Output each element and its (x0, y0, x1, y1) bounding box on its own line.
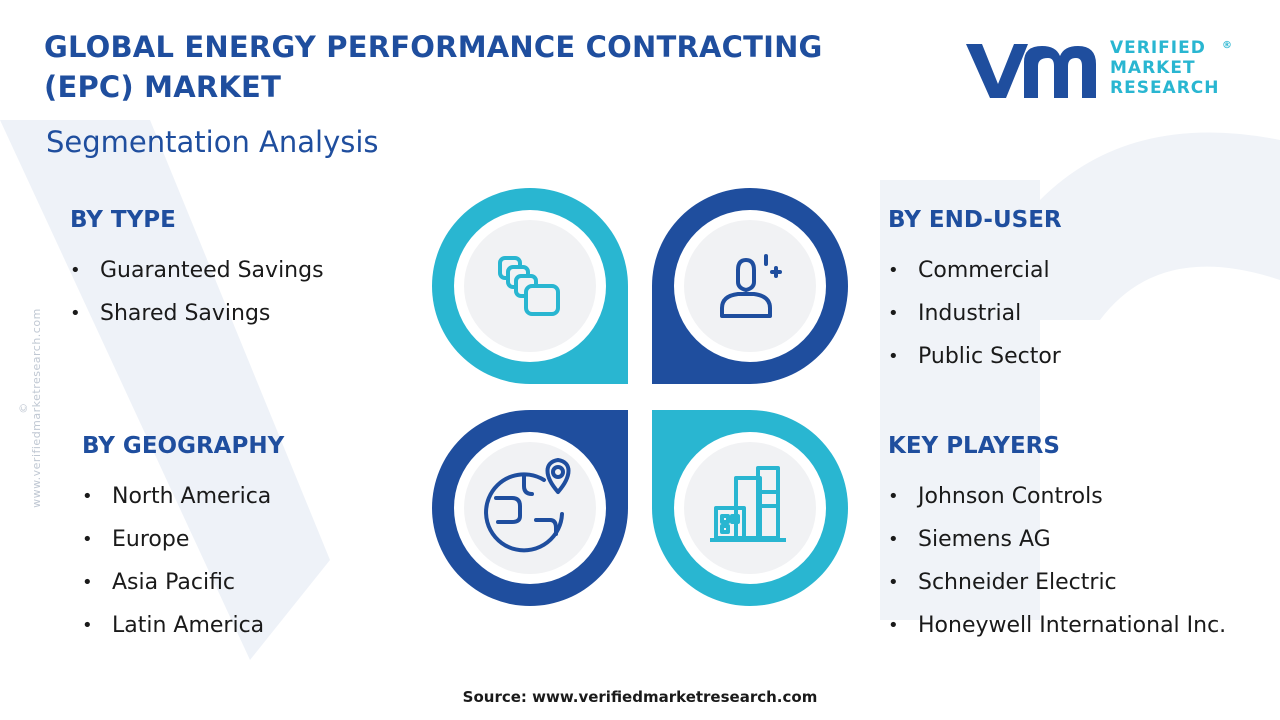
page-title: GLOBAL ENERGY PERFORMANCE CONTRACTING (E… (44, 27, 823, 107)
bullet-icon: • (70, 303, 81, 324)
list-item-label: Commercial (918, 258, 1050, 283)
list-item: • Schneider Electric (888, 561, 1226, 604)
segmentation-diagram (432, 188, 848, 606)
bullet-icon: • (888, 529, 899, 550)
stacked-cards-icon (498, 256, 560, 316)
side-watermark-text: © www.verifiedmarketresearch.com (17, 308, 43, 508)
list-item-label: North America (112, 484, 272, 509)
list-item: • Commercial (888, 249, 1062, 292)
title-line-1: GLOBAL ENERGY PERFORMANCE CONTRACTING (44, 30, 823, 64)
list-item: • Public Sector (888, 335, 1062, 378)
list-item: • Johnson Controls (888, 475, 1226, 518)
bullet-icon: • (82, 529, 93, 550)
list-item: • Europe (82, 518, 284, 561)
bullet-icon: • (82, 615, 93, 636)
list-item-label: Schneider Electric (918, 570, 1117, 595)
segment-by-type: BY TYPE • Guaranteed Savings • Shared Savi… (70, 205, 324, 335)
page-subtitle: Segmentation Analysis (46, 125, 379, 159)
bullet-icon: • (888, 615, 899, 636)
list-item-label: Guaranteed Savings (100, 258, 324, 283)
segment-key-players: KEY PLAYERS • Johnson Controls • Siemens A… (888, 431, 1226, 647)
list-item-label: Honeywell International Inc. (918, 613, 1227, 638)
title-line-2: (EPC) MARKET (44, 70, 282, 104)
bullet-icon: • (888, 260, 899, 281)
petal-geography (432, 410, 628, 606)
bullet-icon: • (82, 486, 93, 507)
buildings-icon (710, 466, 786, 542)
bullet-icon: • (888, 346, 899, 367)
list-item: • Asia Pacific (82, 561, 284, 604)
user-icon (720, 254, 782, 318)
bullet-icon: • (888, 303, 899, 324)
list-item: • Guaranteed Savings (70, 249, 324, 292)
segment-heading: BY TYPE (70, 207, 176, 233)
list-item: • North America (82, 475, 284, 518)
logo-line-2: MARKET (1110, 58, 1196, 78)
list-item-label: Shared Savings (100, 301, 271, 326)
registered-mark: ® (1222, 40, 1233, 51)
logo-text: VERIFIED MARKET RESEARCH ® (1110, 38, 1232, 98)
petal-players (652, 410, 848, 606)
petal-end-user (652, 188, 848, 384)
list-item: • Shared Savings (70, 292, 324, 335)
segment-by-geography: BY GEOGRAPHY • North America • Europe • Asi… (82, 431, 284, 647)
logo-line-3: RESEARCH (1110, 78, 1220, 98)
segment-list: • Commercial • Industrial • Public Sector (888, 249, 1062, 378)
petal-type (432, 188, 628, 384)
bullet-icon: • (888, 572, 899, 593)
segment-list: • Guaranteed Savings • Shared Savings (70, 249, 324, 335)
list-item: • Latin America (82, 604, 284, 647)
list-item: • Siemens AG (888, 518, 1226, 561)
segment-heading: KEY PLAYERS (888, 433, 1060, 459)
vmr-logo-icon (966, 44, 1096, 98)
list-item: • Industrial (888, 292, 1062, 335)
list-item-label: Industrial (918, 301, 1022, 326)
list-item-label: Johnson Controls (918, 484, 1103, 509)
list-item-label: Siemens AG (918, 527, 1051, 552)
segment-heading: BY END-USER (888, 207, 1062, 233)
source-citation: Source: www.verifiedmarketresearch.com (462, 688, 818, 706)
bullet-icon: • (888, 486, 899, 507)
globe-pin-icon (484, 458, 571, 553)
segment-by-end-user: BY END-USER • Commercial • Industrial • Pub… (888, 205, 1062, 378)
segment-list: • North America • Europe • Asia Pacific • La… (82, 475, 284, 647)
bullet-icon: • (82, 572, 93, 593)
segment-heading: BY GEOGRAPHY (82, 433, 285, 459)
list-item: • Honeywell International Inc. (888, 604, 1226, 647)
list-item-label: Asia Pacific (112, 570, 236, 595)
list-item-label: Latin America (112, 613, 265, 638)
bullet-icon: • (70, 260, 81, 281)
segment-list: • Johnson Controls • Siemens AG • Schneider… (888, 475, 1226, 647)
list-item-label: Europe (112, 527, 190, 552)
logo-line-1: VERIFIED (1110, 38, 1206, 58)
list-item-label: Public Sector (918, 344, 1061, 369)
